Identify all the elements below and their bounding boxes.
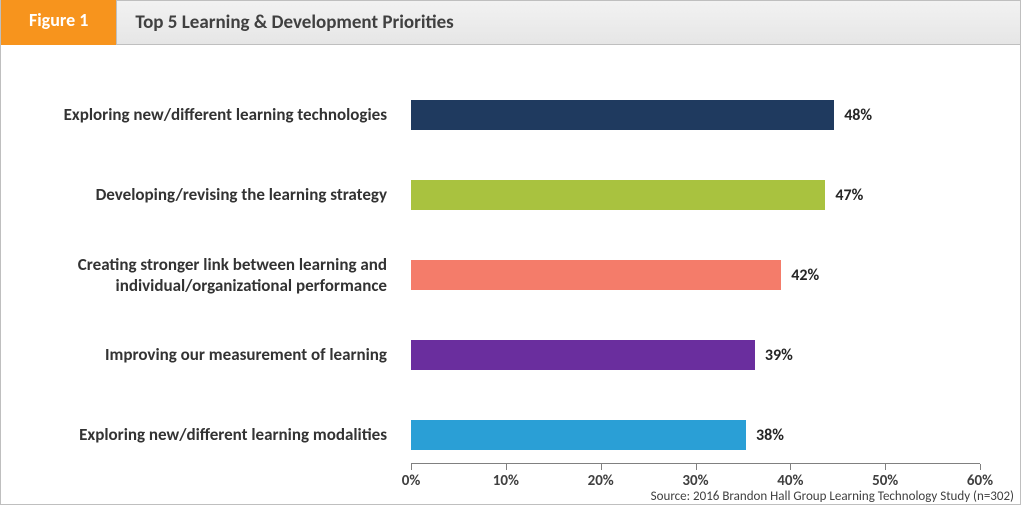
chart-row: Exploring new/different learning modalit… xyxy=(1,395,980,475)
figure-header: Figure 1 Top 5 Learning & Development Pr… xyxy=(0,0,1021,45)
bar xyxy=(411,180,825,210)
figure-title-text: Top 5 Learning & Development Priorities xyxy=(135,11,453,34)
row-label: Developing/revising the learning strateg… xyxy=(1,184,401,205)
bar-value-label: 42% xyxy=(791,266,819,285)
chart-row: Developing/revising the learning strateg… xyxy=(1,155,980,235)
figure-title: Top 5 Learning & Development Priorities xyxy=(117,1,1020,44)
row-bar-slot: 48% xyxy=(411,75,940,155)
bar-value-label: 48% xyxy=(844,106,872,125)
bar xyxy=(411,420,746,450)
bar xyxy=(411,260,781,290)
source-citation: Source: 2016 Brandon Hall Group Learning… xyxy=(651,489,1014,504)
chart-row: Exploring new/different learning technol… xyxy=(1,75,980,155)
row-label: Creating stronger link between learning … xyxy=(1,254,401,297)
row-bar-slot: 39% xyxy=(411,315,940,395)
row-bar-slot: 47% xyxy=(411,155,940,235)
row-label: Exploring new/different learning modalit… xyxy=(1,424,401,445)
chart-row: Improving our measurement of learning 39% xyxy=(1,315,980,395)
chart-row: Creating stronger link between learning … xyxy=(1,235,980,315)
row-bar-slot: 42% xyxy=(411,235,940,315)
figure-container: Figure 1 Top 5 Learning & Development Pr… xyxy=(0,0,1021,525)
bar-value-label: 47% xyxy=(835,186,863,205)
figure-number-text: Figure 1 xyxy=(29,9,88,31)
chart-area: 0%10%20%30%40%50%60% Exploring new/diffe… xyxy=(0,45,1021,505)
row-label: Improving our measurement of learning xyxy=(1,344,401,365)
x-tick-mark xyxy=(980,464,981,470)
bar-value-label: 39% xyxy=(765,346,793,365)
figure-number-tag: Figure 1 xyxy=(1,0,117,45)
bar xyxy=(411,100,834,130)
bar-value-label: 38% xyxy=(756,426,784,445)
row-label: Exploring new/different learning technol… xyxy=(1,104,401,125)
row-bar-slot: 38% xyxy=(411,395,940,475)
bar xyxy=(411,340,755,370)
